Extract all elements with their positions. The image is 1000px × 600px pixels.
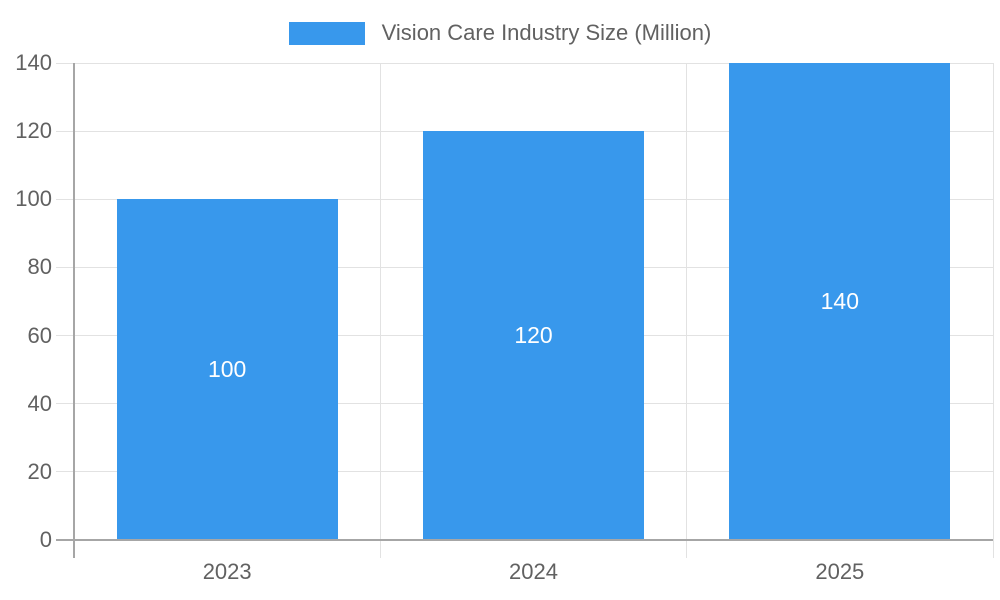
category-separator	[686, 63, 688, 558]
x-tick-label: 2025	[815, 559, 865, 584]
x-tick-label: 2024	[509, 559, 558, 584]
y-tick-label: 80	[27, 254, 52, 280]
y-tick-label: 120	[15, 118, 52, 144]
bar-2024: 120	[423, 131, 644, 540]
bar-2023: 100	[116, 199, 338, 540]
legend-title: Vision Care Industry Size (Million)	[381, 20, 712, 45]
y-tick-label: 40	[27, 390, 52, 416]
x-tick-label: 2023	[202, 559, 252, 584]
y-tick-label: 140	[15, 50, 52, 75]
y-axis-line	[73, 63, 75, 558]
bar-value-label: 140	[820, 288, 860, 314]
chart-legend: Vision Care Industry Size (Million)	[0, 20, 1000, 46]
legend-swatch	[288, 21, 365, 45]
category-separator	[992, 63, 994, 558]
x-axis-baseline	[56, 539, 993, 541]
bar-2025: 140	[729, 63, 951, 540]
y-tick-label: 100	[15, 186, 52, 212]
gridline-horizontal	[56, 62, 993, 64]
bar-value-label: 120	[514, 322, 553, 349]
bar-value-label: 100	[207, 356, 247, 383]
category-separator	[379, 63, 381, 558]
y-tick-label: 60	[27, 322, 52, 348]
y-tick-label: 20	[27, 458, 52, 484]
y-tick-label: 0	[39, 527, 52, 552]
